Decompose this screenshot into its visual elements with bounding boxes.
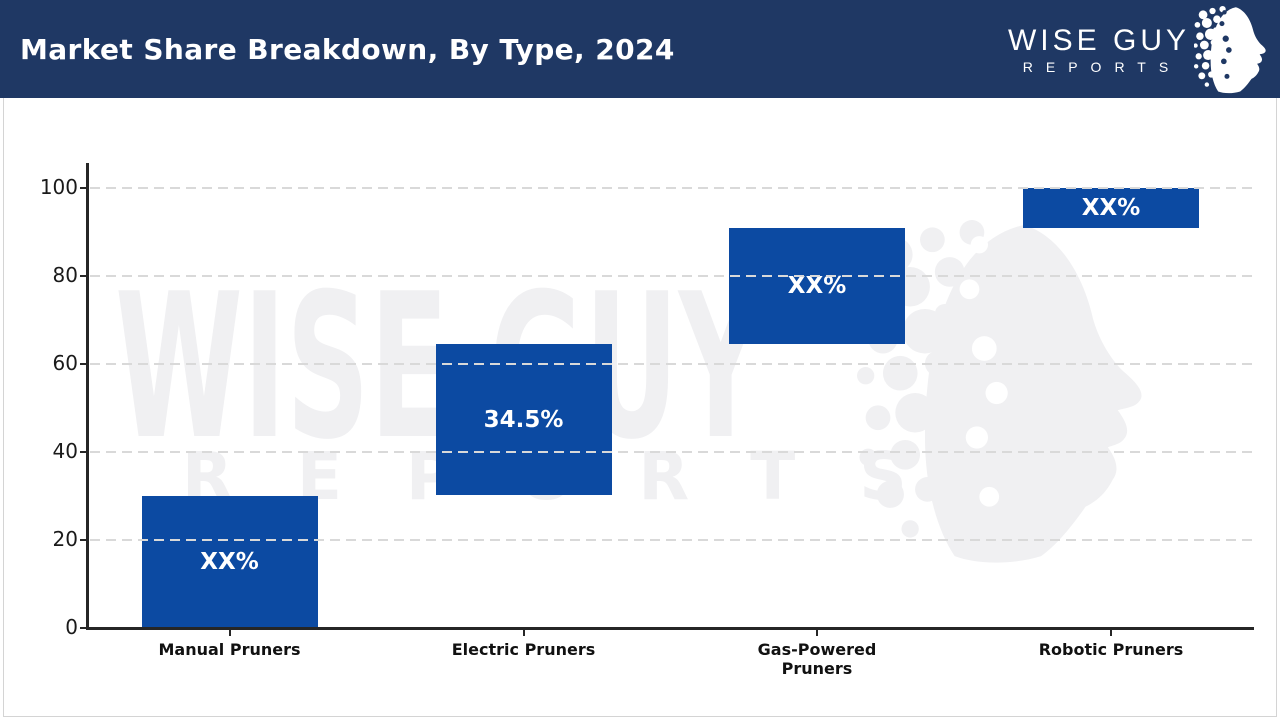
bar-value-label-manual-pruners: XX% [200, 548, 259, 575]
y-axis-tick-0 [80, 626, 88, 629]
y-axis-tick-100 [80, 186, 88, 189]
x-axis-line [86, 626, 1254, 630]
x-category-label-gas-powered-pruners: Gas-Powered Pruners [702, 640, 932, 678]
gridline-40 [90, 450, 1254, 453]
wise-guy-logo: WISE GUY REPORTS [1008, 6, 1270, 94]
x-category-label-line: Gas-Powered [757, 640, 877, 659]
x-category-label-line: Pruners [781, 659, 853, 678]
y-axis-tick-20 [80, 538, 88, 541]
y-axis-tick-80 [80, 274, 88, 277]
x-axis-tick-manual-pruners [228, 629, 231, 636]
gridline-20 [90, 538, 1254, 541]
logo-head-icon [1194, 6, 1270, 94]
gridline-100 [90, 186, 1254, 189]
y-axis-label-100: 100 [39, 174, 78, 199]
bar-value-label-electric-pruners: 34.5% [483, 406, 564, 433]
y-axis-label-40: 40 [52, 438, 78, 463]
x-category-label-line: Robotic Pruners [1038, 640, 1184, 659]
y-axis-label-0: 0 [65, 614, 78, 639]
bar-robotic-pruners: XX% [1023, 187, 1199, 228]
x-category-label-electric-pruners: Electric Pruners [409, 640, 639, 659]
y-axis-tick-40 [80, 450, 88, 453]
y-axis-label-80: 80 [52, 262, 78, 287]
header-bar: Market Share Breakdown, By Type, 2024 WI… [0, 0, 1280, 98]
y-axis-label-20: 20 [52, 526, 78, 551]
logo-wordmark: WISE GUY [1007, 24, 1190, 57]
bar-gas-powered-pruners: XX% [729, 227, 905, 344]
x-category-label-robotic-pruners: Robotic Pruners [996, 640, 1226, 659]
x-axis-tick-electric-pruners [522, 629, 525, 636]
y-axis-tick-60 [80, 362, 88, 365]
bar-value-label-robotic-pruners: XX% [1081, 194, 1141, 221]
x-category-label-line: Electric Pruners [451, 640, 596, 659]
y-axis-label-60: 60 [52, 350, 78, 375]
bar-manual-pruners: XX% [141, 495, 318, 628]
bar-electric-pruners: 34.5% [435, 343, 612, 496]
x-category-label-line: Manual Pruners [158, 640, 301, 659]
x-axis-tick-robotic-pruners [1110, 629, 1112, 636]
x-axis-tick-gas-powered-pruners [816, 629, 818, 636]
bar-value-label-gas-powered-pruners: XX% [787, 272, 847, 299]
chart-title: Market Share Breakdown, By Type, 2024 [20, 32, 675, 66]
logo-subtitle: REPORTS [1022, 59, 1182, 75]
gridline-60 [90, 362, 1254, 365]
x-category-label-manual-pruners: Manual Pruners [115, 640, 345, 659]
gridline-80 [90, 274, 1254, 277]
y-axis-line [86, 163, 89, 630]
logo-text: WISE GUY REPORTS [1008, 24, 1190, 76]
